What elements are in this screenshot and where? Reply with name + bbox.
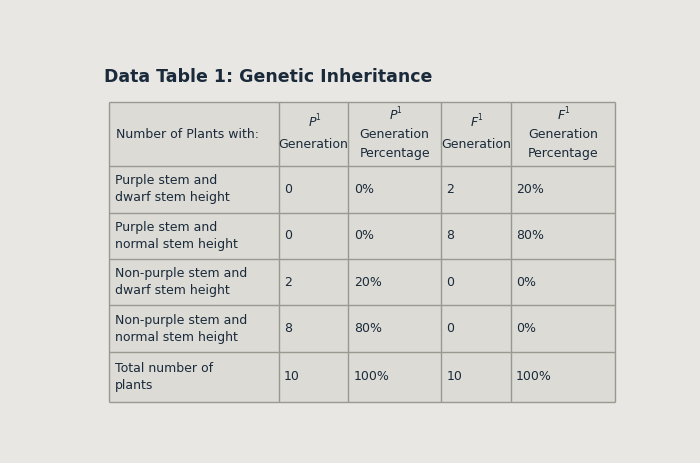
Text: 2: 2 — [447, 183, 454, 196]
Text: 20%: 20% — [354, 276, 382, 289]
Text: Purple stem and
normal stem height: Purple stem and normal stem height — [116, 221, 238, 251]
Text: 100%: 100% — [354, 370, 390, 383]
Text: P: P — [308, 116, 316, 129]
Text: Percentage: Percentage — [359, 146, 430, 160]
Text: 1: 1 — [564, 106, 569, 115]
Text: 80%: 80% — [516, 229, 544, 242]
Text: 1: 1 — [315, 113, 320, 122]
Text: Non-purple stem and
normal stem height: Non-purple stem and normal stem height — [116, 314, 247, 344]
Text: Data Table 1: Genetic Inheritance: Data Table 1: Genetic Inheritance — [104, 68, 432, 86]
Text: 8: 8 — [284, 322, 292, 335]
Text: 0: 0 — [284, 183, 292, 196]
Text: 0: 0 — [447, 322, 454, 335]
Text: 0: 0 — [284, 229, 292, 242]
Text: 8: 8 — [447, 229, 454, 242]
Text: 0%: 0% — [516, 322, 536, 335]
Text: Non-purple stem and
dwarf stem height: Non-purple stem and dwarf stem height — [116, 267, 247, 297]
Text: Purple stem and
dwarf stem height: Purple stem and dwarf stem height — [116, 175, 230, 205]
Text: 10: 10 — [447, 370, 462, 383]
Text: Generation: Generation — [441, 138, 511, 150]
Text: F: F — [470, 116, 478, 129]
Text: Total number of
plants: Total number of plants — [116, 362, 214, 392]
Text: Generation: Generation — [360, 128, 430, 141]
Bar — [109, 102, 615, 402]
Text: 1: 1 — [477, 113, 482, 122]
Text: 2: 2 — [284, 276, 292, 289]
Text: 0%: 0% — [354, 229, 374, 242]
Text: 10: 10 — [284, 370, 300, 383]
Text: Percentage: Percentage — [527, 146, 598, 160]
Text: Generation: Generation — [279, 138, 349, 150]
Text: F: F — [558, 109, 565, 122]
Text: 0%: 0% — [516, 276, 536, 289]
Text: 1: 1 — [396, 106, 400, 115]
Text: 0: 0 — [447, 276, 454, 289]
Text: 80%: 80% — [354, 322, 382, 335]
Text: Number of Plants with:: Number of Plants with: — [116, 128, 259, 141]
Text: 20%: 20% — [516, 183, 544, 196]
Text: 0%: 0% — [354, 183, 374, 196]
Text: 100%: 100% — [516, 370, 552, 383]
Text: P: P — [389, 109, 397, 122]
Text: Generation: Generation — [528, 128, 598, 141]
